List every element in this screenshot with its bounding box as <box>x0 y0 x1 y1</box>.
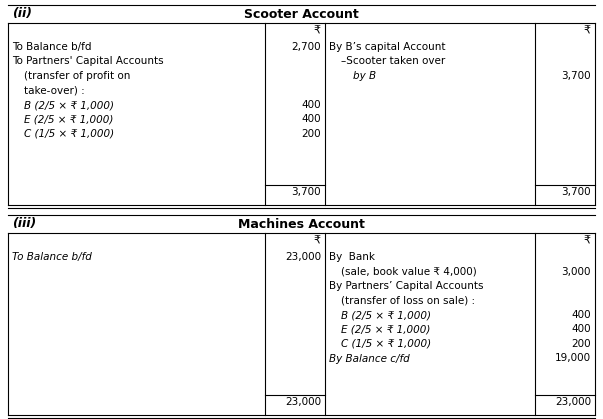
Text: 200: 200 <box>572 339 591 349</box>
Text: 3,700: 3,700 <box>561 187 591 197</box>
Text: 400: 400 <box>302 100 321 110</box>
Text: 2,700: 2,700 <box>291 42 321 52</box>
Text: B (2/5 × ₹ 1,000): B (2/5 × ₹ 1,000) <box>341 310 431 320</box>
Text: To Balance b/fd: To Balance b/fd <box>12 252 92 262</box>
Text: (transfer of profit on: (transfer of profit on <box>24 71 130 81</box>
Text: By  Bank: By Bank <box>329 252 375 262</box>
Text: (transfer of loss on sale) :: (transfer of loss on sale) : <box>341 295 475 305</box>
Text: ₹: ₹ <box>584 236 591 246</box>
Text: 23,000: 23,000 <box>285 252 321 262</box>
Text: (iii): (iii) <box>12 217 36 230</box>
Text: (ii): (ii) <box>12 8 32 21</box>
Text: By Balance c/fd: By Balance c/fd <box>329 354 410 364</box>
Text: 400: 400 <box>572 324 591 334</box>
Text: 400: 400 <box>572 310 591 320</box>
Text: ₹: ₹ <box>314 236 321 246</box>
Text: 23,000: 23,000 <box>555 397 591 407</box>
Text: 19,000: 19,000 <box>555 354 591 364</box>
Text: By B’s capital Account: By B’s capital Account <box>329 42 446 52</box>
Text: To Partners' Capital Accounts: To Partners' Capital Accounts <box>12 57 163 67</box>
Text: 3,700: 3,700 <box>561 71 591 81</box>
Text: 200: 200 <box>302 129 321 139</box>
Text: C (1/5 × ₹ 1,000): C (1/5 × ₹ 1,000) <box>341 339 431 349</box>
Text: Machines Account: Machines Account <box>238 217 365 230</box>
Text: ₹: ₹ <box>584 26 591 36</box>
Text: 3,000: 3,000 <box>561 266 591 277</box>
Text: C (1/5 × ₹ 1,000): C (1/5 × ₹ 1,000) <box>24 129 114 139</box>
Text: B (2/5 × ₹ 1,000): B (2/5 × ₹ 1,000) <box>24 100 114 110</box>
Text: E (2/5 × ₹ 1,000): E (2/5 × ₹ 1,000) <box>24 114 113 124</box>
Text: By Partners’ Capital Accounts: By Partners’ Capital Accounts <box>329 281 484 291</box>
Text: take-over) :: take-over) : <box>24 85 85 96</box>
Text: To Balance b/fd: To Balance b/fd <box>12 42 92 52</box>
Text: 3,700: 3,700 <box>291 187 321 197</box>
Text: E (2/5 × ₹ 1,000): E (2/5 × ₹ 1,000) <box>341 324 431 334</box>
Text: Scooter Account: Scooter Account <box>244 8 359 21</box>
Text: 400: 400 <box>302 114 321 124</box>
Text: 23,000: 23,000 <box>285 397 321 407</box>
Text: (sale, book value ₹ 4,000): (sale, book value ₹ 4,000) <box>341 266 477 277</box>
Text: by B: by B <box>353 71 376 81</box>
Text: ₹: ₹ <box>314 26 321 36</box>
Text: –Scooter taken over: –Scooter taken over <box>341 57 445 67</box>
